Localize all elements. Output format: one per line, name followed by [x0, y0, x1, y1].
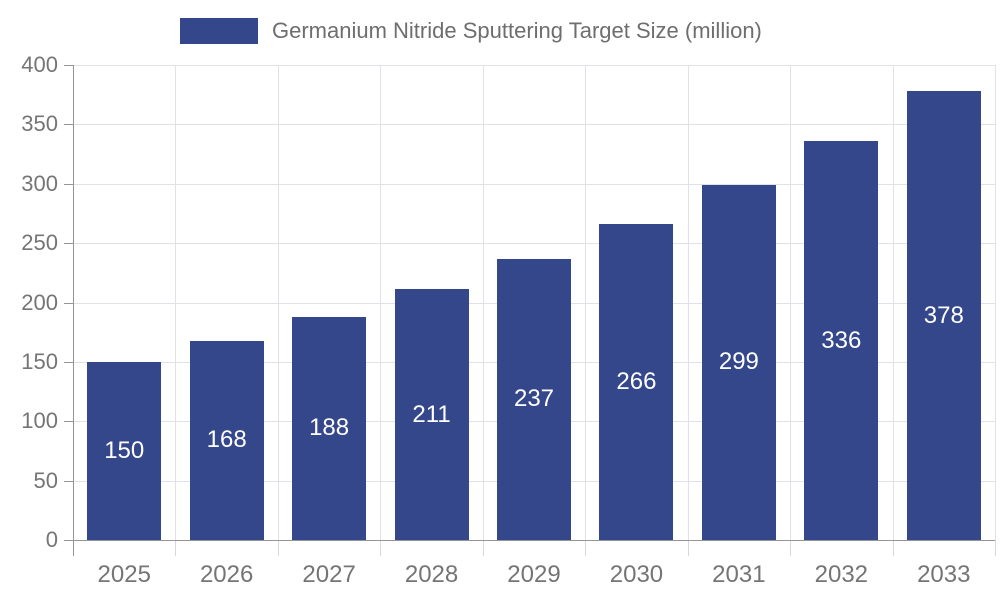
- x-axis-tick-label: 2025: [97, 561, 151, 588]
- bar-value-label: 237: [513, 385, 555, 413]
- bar-value-label: 266: [616, 368, 657, 396]
- y-axis-line: [73, 65, 74, 556]
- y-axis-tick-label: 350: [21, 111, 58, 137]
- y-axis-tick-label: 200: [21, 289, 58, 315]
- y-axis-tick: [64, 421, 73, 423]
- gridline-horizontal: [73, 65, 995, 66]
- bar-2031[interactable]: [701, 184, 776, 540]
- x-axis-tick-label: 2031: [712, 561, 766, 588]
- gridline-vertical: [277, 65, 279, 540]
- x-axis-tick: [277, 540, 279, 556]
- y-axis-tick: [64, 302, 73, 304]
- bar-value-label: 299: [718, 348, 759, 376]
- bar-value-label: 336: [821, 326, 862, 354]
- y-axis-tick: [64, 65, 73, 66]
- bar-2032[interactable]: [804, 141, 879, 540]
- x-axis-tick-label: 2027: [302, 561, 356, 588]
- gridline-horizontal: [73, 124, 995, 126]
- x-axis-tick-label: 2028: [404, 561, 459, 588]
- y-axis-tick: [64, 361, 73, 363]
- x-axis-tick: [175, 540, 177, 556]
- bar-value-label: 150: [104, 436, 145, 464]
- gridline-horizontal: [73, 183, 995, 185]
- y-axis-tick: [64, 243, 73, 245]
- x-axis-tick-label: 2026: [199, 561, 254, 588]
- y-axis-tick-label: 50: [33, 467, 58, 493]
- gridline-vertical: [380, 65, 382, 540]
- bar-2033[interactable]: [906, 91, 981, 540]
- gridline-vertical: [790, 65, 792, 540]
- legend-swatch: [180, 18, 258, 44]
- y-axis-tick: [64, 124, 73, 126]
- x-axis-tick-label: 2029: [507, 561, 561, 588]
- gridline-vertical: [585, 65, 587, 540]
- x-axis-tick: [995, 540, 996, 556]
- y-axis-tick-label: 100: [21, 408, 58, 434]
- gridline-horizontal: [73, 243, 995, 245]
- bar-2025[interactable]: [87, 361, 162, 540]
- y-axis-tick-label: 250: [21, 230, 58, 256]
- bar-2030[interactable]: [599, 224, 674, 540]
- bar-2029[interactable]: [497, 258, 571, 540]
- bar-2026[interactable]: [189, 340, 264, 540]
- x-axis-line: [73, 540, 995, 541]
- chart-legend[interactable]: Germanium Nitride Sputtering Target Size…: [180, 17, 762, 45]
- x-axis-tick-label: 2030: [609, 561, 664, 588]
- gridline-vertical: [687, 65, 689, 540]
- legend-label: Germanium Nitride Sputtering Target Size…: [272, 18, 762, 43]
- x-axis-tick-label: 2032: [814, 561, 869, 588]
- bar-2028[interactable]: [394, 289, 469, 540]
- x-axis-tick-label: 2033: [917, 561, 971, 588]
- bar-2027[interactable]: [292, 316, 367, 540]
- x-axis-tick: [585, 540, 587, 556]
- y-axis-tick-label: 0: [45, 527, 58, 552]
- bar-value-label: 211: [412, 400, 451, 428]
- bar-value-label: 188: [309, 414, 350, 442]
- gridline-vertical: [482, 65, 484, 540]
- y-axis-tick-label: 400: [21, 52, 58, 77]
- y-axis-tick-label: 150: [21, 348, 58, 374]
- bar-value-label: 378: [923, 301, 964, 329]
- y-axis-tick: [64, 480, 73, 482]
- bar-value-label: 168: [206, 426, 247, 454]
- gridline-vertical: [175, 65, 177, 540]
- x-axis-tick: [482, 540, 484, 556]
- x-axis-tick: [380, 540, 382, 556]
- gridline-vertical: [892, 65, 894, 540]
- y-axis-tick: [64, 183, 73, 185]
- gridline-vertical: [995, 65, 996, 540]
- x-axis-tick: [790, 540, 792, 556]
- x-axis-tick: [892, 540, 894, 556]
- y-axis-tick-label: 300: [21, 170, 58, 196]
- y-axis-tick: [64, 540, 73, 541]
- x-axis-tick: [687, 540, 689, 556]
